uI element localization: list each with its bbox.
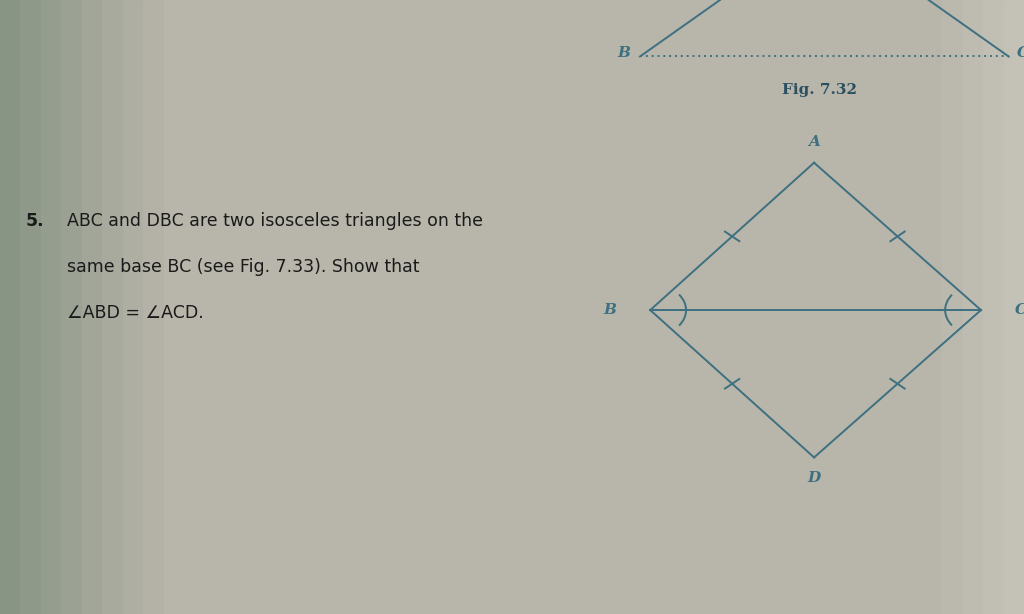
- Bar: [553, 0, 575, 614]
- Bar: [307, 0, 330, 614]
- Text: same base BC (see Fig. 7.33). Show that: same base BC (see Fig. 7.33). Show that: [67, 258, 419, 276]
- Text: Fig. 7.32: Fig. 7.32: [781, 83, 857, 97]
- Bar: [532, 0, 555, 614]
- Bar: [676, 0, 698, 614]
- Text: C: C: [1015, 303, 1024, 317]
- Bar: [696, 0, 719, 614]
- Bar: [369, 0, 391, 614]
- Bar: [983, 0, 1006, 614]
- Bar: [799, 0, 821, 614]
- Bar: [594, 0, 616, 614]
- Bar: [471, 0, 494, 614]
- Bar: [840, 0, 862, 614]
- Bar: [614, 0, 637, 614]
- Bar: [61, 0, 84, 614]
- Text: A: A: [808, 135, 820, 149]
- Bar: [0, 0, 23, 614]
- Bar: [430, 0, 453, 614]
- Bar: [901, 0, 924, 614]
- Bar: [655, 0, 678, 614]
- Bar: [1004, 0, 1024, 614]
- Bar: [512, 0, 535, 614]
- Bar: [246, 0, 268, 614]
- Bar: [102, 0, 125, 614]
- Bar: [737, 0, 760, 614]
- Bar: [922, 0, 944, 614]
- Bar: [492, 0, 514, 614]
- Text: ABC and DBC are two isosceles triangles on the: ABC and DBC are two isosceles triangles …: [67, 212, 482, 230]
- Bar: [184, 0, 207, 614]
- Text: C: C: [1017, 47, 1024, 60]
- Bar: [143, 0, 166, 614]
- Text: 5.: 5.: [26, 212, 44, 230]
- Bar: [860, 0, 883, 614]
- Text: B: B: [603, 303, 616, 317]
- Bar: [389, 0, 412, 614]
- Bar: [758, 0, 780, 614]
- Bar: [573, 0, 596, 614]
- Bar: [41, 0, 63, 614]
- Text: ∠ABD = ∠ACD.: ∠ABD = ∠ACD.: [67, 304, 204, 322]
- Bar: [963, 0, 985, 614]
- Bar: [328, 0, 350, 614]
- Bar: [266, 0, 289, 614]
- Bar: [451, 0, 473, 614]
- Bar: [205, 0, 227, 614]
- Bar: [717, 0, 739, 614]
- Bar: [82, 0, 104, 614]
- Bar: [20, 0, 43, 614]
- Text: D: D: [808, 471, 820, 485]
- Bar: [225, 0, 248, 614]
- Bar: [881, 0, 903, 614]
- Bar: [287, 0, 309, 614]
- Bar: [819, 0, 842, 614]
- Bar: [164, 0, 186, 614]
- Bar: [348, 0, 371, 614]
- Bar: [942, 0, 965, 614]
- Bar: [778, 0, 801, 614]
- Bar: [635, 0, 657, 614]
- Bar: [123, 0, 145, 614]
- Text: B: B: [616, 47, 630, 60]
- Bar: [410, 0, 432, 614]
